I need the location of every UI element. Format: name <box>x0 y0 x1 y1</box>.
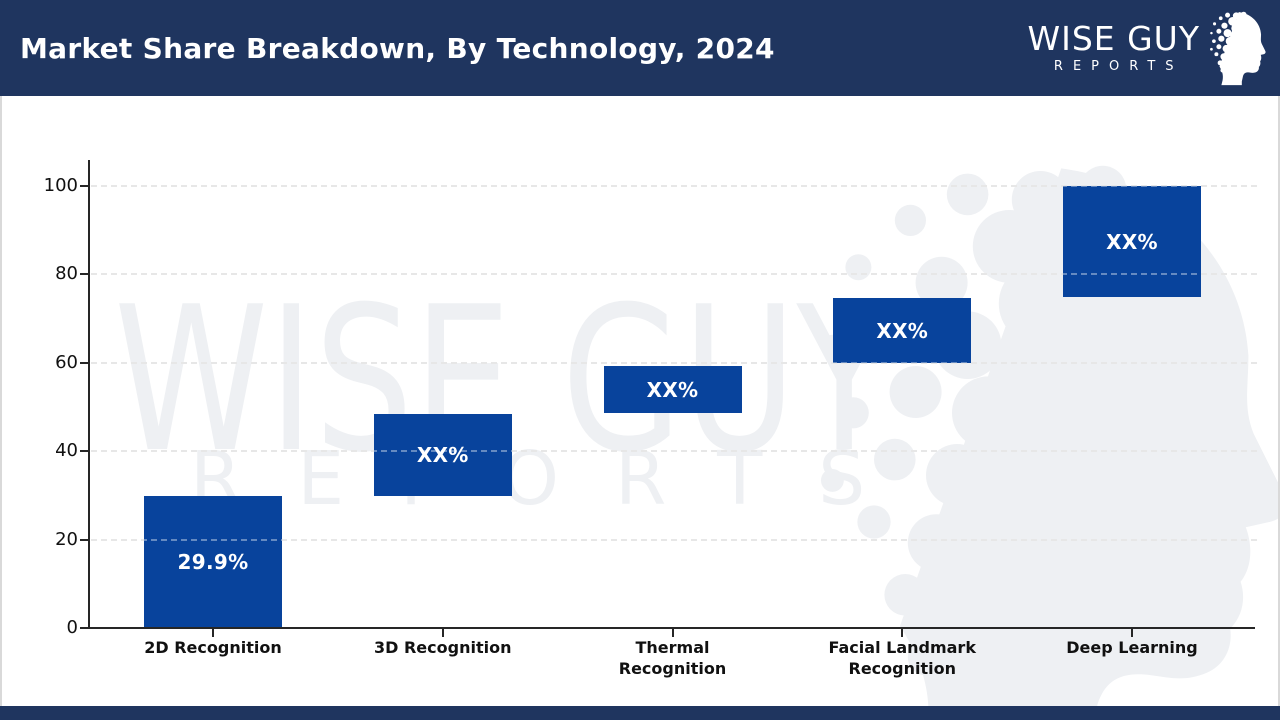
x-axis-label-thermal-recognition: Thermal Recognition <box>618 638 727 678</box>
bar-value-label: 29.9% <box>177 549 249 574</box>
x-axis-line <box>88 627 1255 629</box>
y-tick-mark <box>80 361 89 364</box>
bar-value-label: XX% <box>646 377 699 402</box>
y-tick-mark <box>80 185 89 187</box>
gridline <box>91 538 1257 541</box>
y-tick-label: 80 <box>55 263 78 285</box>
x-axis-label-deep-learning: Deep Learning <box>1066 638 1198 657</box>
gridline-overlay <box>91 538 1257 541</box>
gridline <box>91 273 1257 276</box>
header-bar: Market Share Breakdown, By Technology, 2… <box>0 0 1280 96</box>
logo-reports-label: REPORTS <box>1053 59 1184 74</box>
bar-facial-landmark-recognition: XX% <box>833 298 972 364</box>
y-tick-label: 40 <box>55 440 78 462</box>
x-tick-mark <box>441 629 444 637</box>
gridline <box>91 185 1257 187</box>
gridline-overlay <box>91 273 1257 276</box>
y-tick-label: 0 <box>66 617 78 638</box>
x-tick-mark <box>901 629 904 637</box>
y-tick-mark <box>80 450 89 453</box>
dotted-head-logo-icon <box>1204 9 1266 87</box>
gridline-overlay <box>91 450 1257 453</box>
y-tick-label: 20 <box>55 528 78 550</box>
gridline <box>91 361 1257 364</box>
gridline-overlay <box>91 361 1257 364</box>
chart-area: WISE GUY REPORTS 0 20 40 60 80 100 29.9% XX% XX%… <box>0 96 1280 706</box>
bar-2d-recognition: 29.9% <box>144 495 282 628</box>
bar-3d-recognition: XX% <box>373 414 512 496</box>
wise-guy-reports-logo: WISE GUY REPORTS <box>1027 9 1266 87</box>
bar-thermal-recognition: XX% <box>603 366 742 414</box>
logo-text: WISE GUY REPORTS <box>1027 22 1200 74</box>
watermark-head-icon <box>770 158 1280 706</box>
x-axis-label-3d-recognition: 3D Recognition <box>374 638 512 657</box>
footer-bar <box>0 706 1280 720</box>
x-tick-mark <box>212 629 214 637</box>
y-tick-mark <box>80 627 89 629</box>
bar-value-label: XX% <box>876 318 929 343</box>
gridline-overlay <box>91 185 1257 187</box>
y-axis-line <box>88 160 90 629</box>
x-axis-label-facial-landmark-recognition: Facial Landmark Recognition <box>828 638 976 678</box>
x-axis-label-2d-recognition: 2D Recognition <box>144 638 282 657</box>
y-tick-label: 60 <box>55 351 78 373</box>
bar-value-label: XX% <box>416 442 469 467</box>
x-tick-mark <box>671 629 674 637</box>
bar-deep-learning: XX% <box>1063 186 1201 298</box>
gridline <box>91 450 1257 453</box>
y-tick-mark <box>80 273 89 276</box>
logo-wiseguy-label: WISE GUY <box>1027 19 1200 58</box>
bar-value-label: XX% <box>1106 229 1158 254</box>
y-tick-label: 100 <box>43 175 78 196</box>
y-tick-mark <box>80 538 89 541</box>
page-title: Market Share Breakdown, By Technology, 2… <box>20 31 775 65</box>
x-tick-mark <box>1131 629 1133 637</box>
